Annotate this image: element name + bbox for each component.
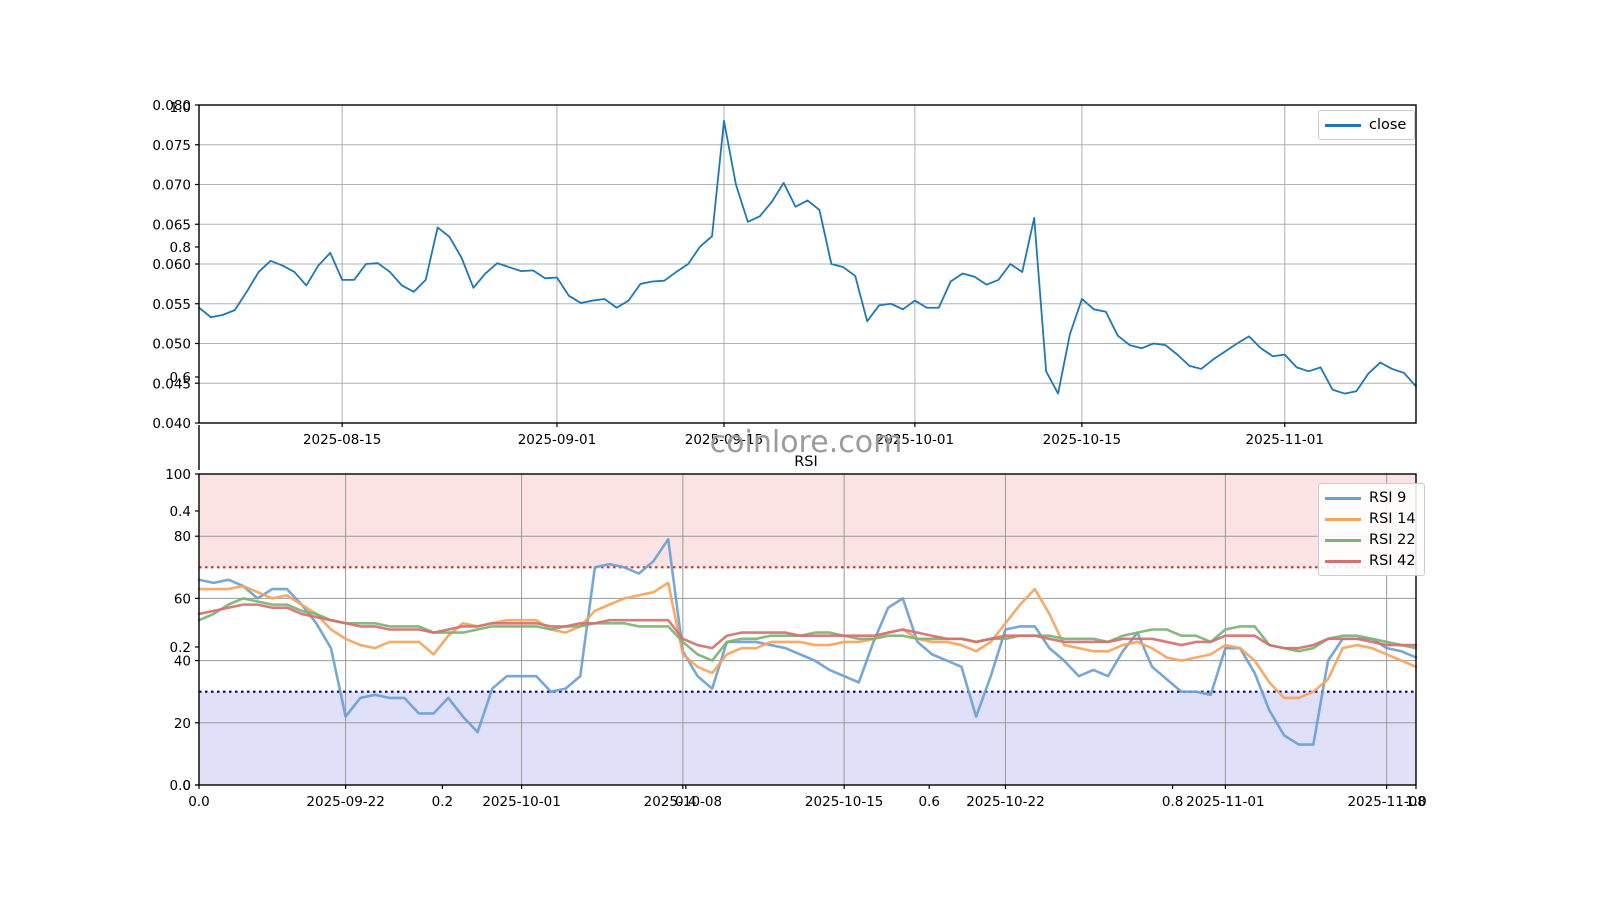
rsi-xtick-label: 2025-11-08	[1347, 794, 1425, 810]
price-xtick-label: 2025-10-15	[1043, 432, 1121, 448]
rsi-xtick-label: 2025-11-01	[1186, 794, 1264, 810]
legend-item-rsi-14[interactable]: RSI 14	[1325, 510, 1416, 528]
rsi-9-line-swatch	[1325, 496, 1361, 500]
legend-label-rsi-14: RSI 14	[1369, 511, 1416, 527]
rsi-ytick-label: 80	[174, 529, 191, 545]
price-overlay-ytick-label: 1.0	[170, 100, 191, 116]
rsi-xtick-label: 2025-10-01	[482, 794, 560, 810]
price-xtick-label: 2025-09-15	[685, 432, 763, 448]
rsi-zone-band	[199, 474, 1416, 568]
price-ytick-label: 0.065	[152, 217, 191, 233]
legend-label-close: close	[1369, 117, 1407, 133]
rsi-legend[interactable]: RSI 9 RSI 14 RSI 22 RSI 42	[1318, 483, 1425, 576]
price-legend[interactable]: close	[1318, 110, 1416, 140]
rsi-overlay-ytick-label: 0.4	[170, 504, 191, 520]
rsi-overlay-xtick-label: 1.0	[1405, 794, 1426, 810]
rsi-zone-band	[199, 691, 1416, 785]
legend-label-rsi-9: RSI 9	[1369, 490, 1407, 506]
price-ytick-label: 0.055	[152, 297, 191, 313]
legend-label-rsi-42: RSI 42	[1369, 553, 1416, 569]
price-overlay-ytick-label: 0.8	[170, 240, 191, 256]
price-xtick-label: 2025-09-01	[518, 432, 596, 448]
rsi-22-line-swatch	[1325, 538, 1361, 542]
rsi-series-line-2	[197, 597, 1418, 662]
price-chart-panel: 0.040 0.045 0.050 0.055 0.060 0.065 0.070 0.075…	[152, 98, 1417, 470]
price-xtick-label: 2025-11-01	[1246, 432, 1324, 448]
rsi-chart-svg: 0 20 40 60 80 100 0.4 0.2 0.0 2025-09-22 2025-10-0…	[165, 454, 1427, 810]
rsi-overlay-ytick-label: 0.0	[170, 778, 191, 794]
price-overlay-ytick-label: 0.6	[170, 370, 191, 386]
rsi-ytick-label: 40	[174, 654, 191, 670]
price-ytick-label: 0.080	[152, 98, 191, 114]
coinlore-watermark: coinlore.com	[710, 425, 903, 460]
rsi-42-line-swatch	[1325, 559, 1361, 563]
price-xtick-label: 2025-10-01	[876, 432, 954, 448]
close-line-swatch	[1325, 123, 1361, 127]
rsi-14-line-swatch	[1325, 517, 1361, 521]
rsi-overlay-xtick-label: 0.4	[675, 794, 696, 810]
price-ytick-label: 0.070	[152, 178, 191, 194]
price-ytick-label: 0.040	[152, 416, 191, 432]
rsi-ytick-label: 0	[182, 778, 191, 794]
rsi-xtick-label: 2025-09-22	[306, 794, 384, 810]
price-chart-svg: 0.040 0.045 0.050 0.055 0.060 0.065 0.070 0.075…	[152, 98, 1417, 470]
rsi-ytick-label: 20	[174, 716, 191, 732]
price-ytick-label: 0.060	[152, 257, 191, 273]
rsi-xtick-label: 2025-10-15	[805, 794, 883, 810]
rsi-panel-title: RSI	[794, 454, 818, 470]
legend-label-rsi-22: RSI 22	[1369, 532, 1416, 548]
rsi-series-line-3	[197, 603, 1418, 650]
rsi-ytick-label: 60	[174, 591, 191, 607]
rsi-xtick-label: 2025-10-22	[966, 794, 1044, 810]
legend-item-rsi-22[interactable]: RSI 22	[1325, 531, 1416, 549]
price-ytick-label: 0.050	[152, 337, 191, 353]
close-price-line	[198, 120, 1417, 395]
rsi-overlay-xtick-label: 0.6	[918, 794, 939, 810]
rsi-overlay-xtick-label: 0.8	[1162, 794, 1183, 810]
price-xtick-label: 2025-08-15	[303, 432, 381, 448]
price-ytick-label: 0.075	[152, 138, 191, 154]
rsi-overlay-xtick-label: 0.0	[188, 794, 209, 810]
rsi-overlay-ytick-label: 0.2	[170, 640, 191, 656]
rsi-chart-panel: 0 20 40 60 80 100 0.4 0.2 0.0 2025-09-22 2025-10-0…	[0, 440, 1600, 900]
rsi-xtick-label: 2025-10-08	[644, 794, 722, 810]
rsi-series-line-1	[197, 581, 1418, 700]
legend-item-rsi-42[interactable]: RSI 42	[1325, 552, 1416, 570]
rsi-overlay-xtick-label: 0.2	[432, 794, 453, 810]
rsi-axes-frame	[198, 473, 1417, 786]
legend-item-rsi-9[interactable]: RSI 9	[1325, 489, 1416, 507]
price-ytick-label: 0.045	[152, 376, 191, 392]
rsi-series-line-0	[197, 538, 1418, 746]
legend-item-close[interactable]: close	[1325, 116, 1406, 134]
rsi-ytick-label: 100	[165, 467, 191, 483]
